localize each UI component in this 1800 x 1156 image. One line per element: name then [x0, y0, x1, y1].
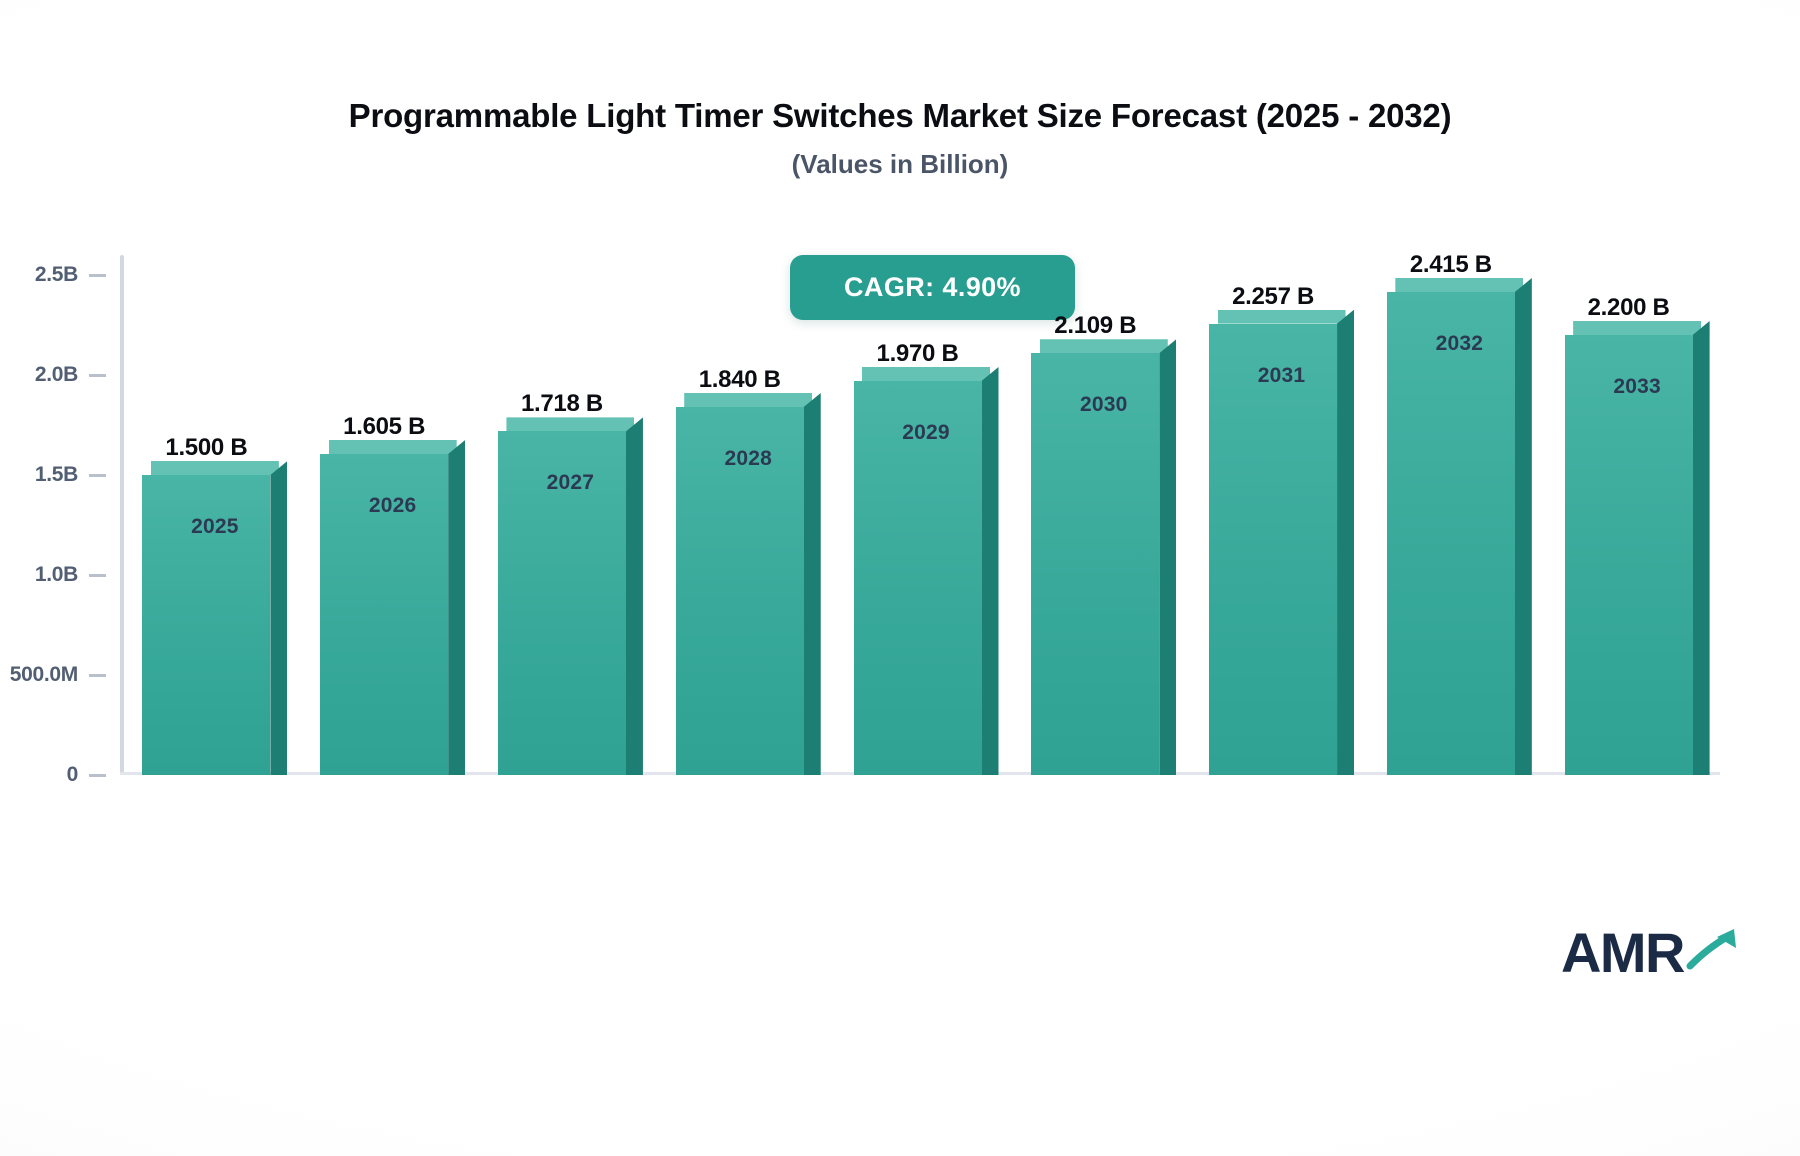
bar-side-face [1337, 309, 1355, 775]
y-axis-tick-mark [89, 273, 106, 277]
bar-value-label: 1.970 B [876, 340, 959, 367]
y-axis-tick: 0 [67, 763, 106, 787]
y-axis-tick-label: 0 [66, 763, 79, 786]
bar-column[interactable]: 1.840 B 2028 [675, 366, 821, 775]
bar-side-face [448, 440, 466, 775]
y-axis: 0 500.0M 1.0B 1.5B 2.0B 2.5B [0, 255, 106, 786]
bar-column[interactable]: 1.970 B 2029 [853, 340, 999, 775]
bar-side-face [625, 417, 643, 775]
bar-column[interactable]: 2.109 B 2030 [1031, 312, 1177, 775]
chart-subtitle: (Values in Billion) [791, 148, 1009, 179]
x-axis-tick-label: 2025 [191, 515, 239, 538]
page-title: Programmable Light Timer Switches Market… [348, 97, 1452, 134]
bar-value-label: 2.200 B [1587, 294, 1670, 321]
bar-value-label: 1.500 B [165, 434, 248, 461]
bar-top-face [684, 393, 813, 407]
y-axis-tick-label: 1.0B [34, 563, 78, 586]
x-axis-tick-label: 2029 [902, 421, 950, 444]
bar-side-face [981, 367, 999, 775]
x-axis-tick-label: 2032 [1435, 332, 1484, 355]
bar-front-face [1564, 335, 1693, 775]
arrow-up-right-icon [1686, 926, 1738, 975]
bar-front-face [1031, 353, 1160, 775]
y-axis-tick-mark [89, 473, 106, 477]
y-axis-tick: 1.0B [35, 563, 106, 587]
logo-text: AMR [1560, 921, 1686, 984]
bar-front-face [142, 475, 271, 775]
bar-front-face [497, 431, 626, 775]
y-axis-tick-mark [89, 773, 106, 777]
bar-front-face [320, 454, 449, 775]
y-axis-tick-label: 500.0M [9, 663, 79, 686]
bar-top-face [1573, 321, 1702, 335]
cagr-badge: CAGR: 4.90% [790, 255, 1075, 320]
y-axis-tick-mark [89, 573, 106, 577]
y-axis-tick: 1.5B [35, 463, 106, 487]
bar-front-face [675, 407, 804, 775]
bar-value-label: 1.605 B [343, 413, 426, 440]
bar-top-face [1217, 309, 1346, 324]
bar-value-label: 2.257 B [1232, 282, 1315, 310]
bar-top-face [1395, 278, 1524, 292]
bar-front-face [1386, 292, 1515, 775]
bar-column[interactable]: 1.718 B 2027 [497, 390, 643, 775]
x-axis-tick-label: 2026 [368, 494, 417, 517]
y-axis-tick-label: 2.0B [34, 363, 78, 386]
bar-front-face [1209, 323, 1338, 775]
bar-value-label: 2.109 B [1054, 312, 1137, 340]
bar-front-face [853, 381, 982, 775]
bar-side-face [270, 461, 288, 775]
bar-column[interactable]: 2.257 B 2031 [1209, 283, 1355, 775]
bar-side-face [1692, 321, 1710, 775]
bar-column[interactable]: 2.200 B 2033 [1564, 294, 1710, 775]
bar-top-face [506, 417, 635, 432]
bar-side-face [803, 393, 821, 775]
bar-top-face [862, 367, 990, 381]
x-axis-tick-label: 2030 [1080, 393, 1128, 417]
cagr-badge-label: CAGR: 4.90% [844, 272, 1021, 302]
bar-side-face [1514, 278, 1532, 775]
y-axis-tick: 2.0B [35, 363, 106, 387]
bar-column[interactable]: 1.605 B 2026 [320, 413, 466, 775]
x-axis-tick-label: 2031 [1257, 363, 1306, 387]
plot-area: 1.500 B 2025 1.605 B 2026 1.718 B 2027 1.840 B… [120, 251, 1720, 775]
bar-column[interactable]: 1.500 B 2025 [142, 434, 288, 775]
y-axis-line [120, 255, 124, 775]
title-block: Programmable Light Timer Switches Market… [0, 96, 1800, 180]
bar-top-face [328, 440, 457, 454]
y-axis-tick-label: 1.5B [34, 463, 78, 486]
bar-top-face [1039, 339, 1168, 354]
x-axis-tick-label: 2027 [546, 471, 595, 495]
y-axis-tick-label: 2.5B [34, 263, 78, 286]
bar-column[interactable]: 2.415 B 2032 [1386, 251, 1532, 775]
bar-value-label: 2.415 B [1409, 251, 1492, 278]
y-axis-tick: 500.0M [10, 663, 106, 687]
amr-logo: AMR [1561, 925, 1738, 981]
bar-value-label: 1.840 B [698, 366, 781, 393]
y-axis-tick-mark [89, 373, 106, 377]
bar-value-label: 1.718 B [520, 390, 603, 418]
x-axis-tick-label: 2033 [1613, 375, 1661, 398]
x-axis-tick-label: 2028 [724, 447, 772, 470]
bar-side-face [1159, 339, 1177, 775]
bar-top-face [150, 461, 279, 475]
y-axis-tick-mark [89, 673, 106, 677]
y-axis-tick: 2.5B [35, 263, 106, 287]
